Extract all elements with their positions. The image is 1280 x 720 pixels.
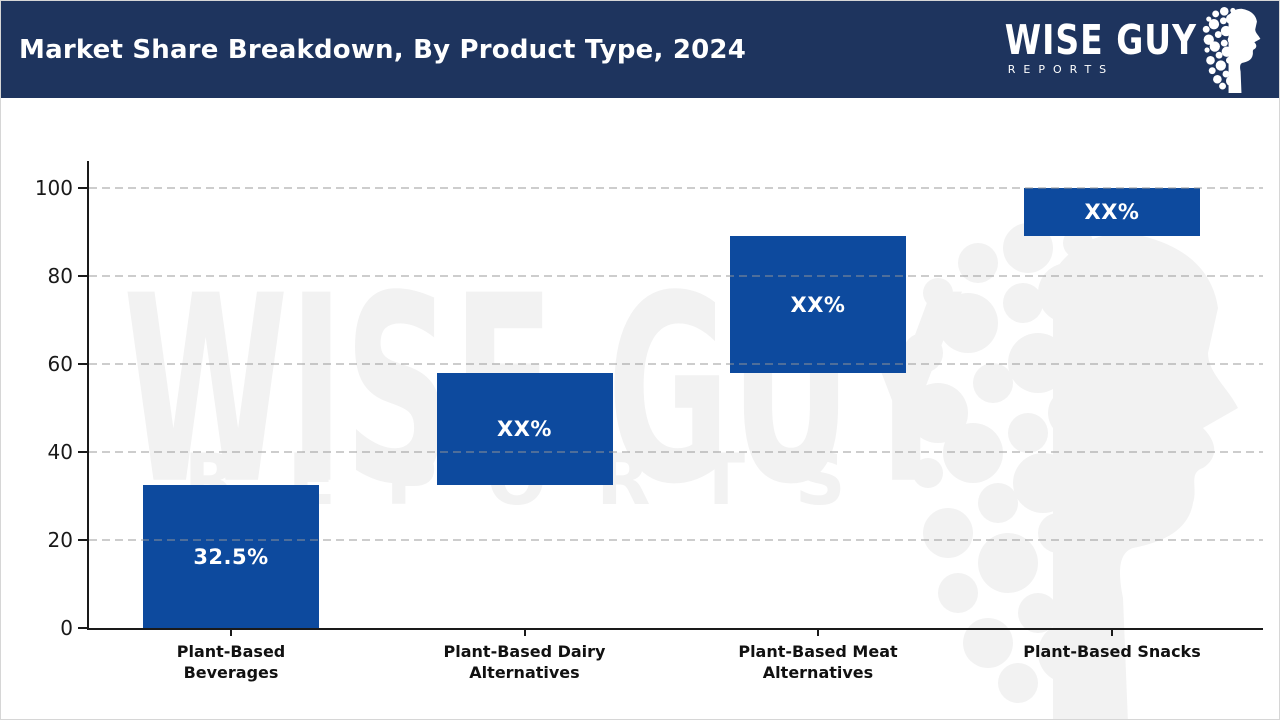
bar-value-label: XX% (1084, 200, 1140, 225)
gridline-20 (89, 539, 1263, 541)
bar-2: XX% (730, 236, 906, 373)
y-axis-line (87, 161, 89, 630)
wiseguy-logo: WISE GUY REPORTS (1005, 7, 1263, 93)
category-label: Plant-Based Snacks (1023, 642, 1201, 661)
x-tick (230, 629, 232, 636)
logo-name: WISE GUY (1004, 15, 1197, 64)
category-label: Plant-Based Beverages (176, 642, 286, 682)
bar-value-label: XX% (497, 416, 552, 441)
category-label: Plant-Based Meat Alternatives (738, 642, 898, 682)
x-tick (1111, 629, 1113, 636)
y-tick (78, 275, 89, 277)
y-tick-label: 100 (34, 176, 73, 200)
y-tick-label: 0 (60, 616, 73, 640)
bar-3: XX% (1024, 188, 1200, 237)
y-tick (78, 539, 89, 541)
wiseguy-head-icon (1201, 7, 1263, 93)
category-label: Plant-Based Dairy Alternatives (443, 642, 606, 682)
logo-subtitle: REPORTS (1007, 63, 1115, 76)
bar-value-label: XX% (790, 292, 846, 317)
gridline-60 (89, 363, 1263, 365)
page-title: Market Share Breakdown, By Product Type,… (19, 34, 746, 65)
x-tick (523, 629, 526, 636)
x-tick (817, 629, 819, 636)
y-tick-label: 40 (47, 440, 73, 464)
y-tick-label: 20 (47, 528, 73, 552)
bar-value-label: 32.5% (193, 544, 269, 569)
y-tick (78, 187, 89, 189)
y-tick (78, 451, 89, 453)
y-tick-label: 60 (47, 352, 73, 376)
header: Market Share Breakdown, By Product Type,… (1, 1, 1279, 98)
x-axis-line (87, 628, 1263, 630)
gridline-100 (89, 187, 1263, 189)
bar-1: XX% (436, 372, 613, 485)
bar-0: 32.5% (143, 485, 319, 628)
y-tick (78, 627, 89, 629)
gridline-40 (89, 451, 1263, 453)
gridline-80 (89, 275, 1263, 277)
y-tick-label: 80 (47, 264, 73, 288)
y-tick (78, 363, 89, 365)
